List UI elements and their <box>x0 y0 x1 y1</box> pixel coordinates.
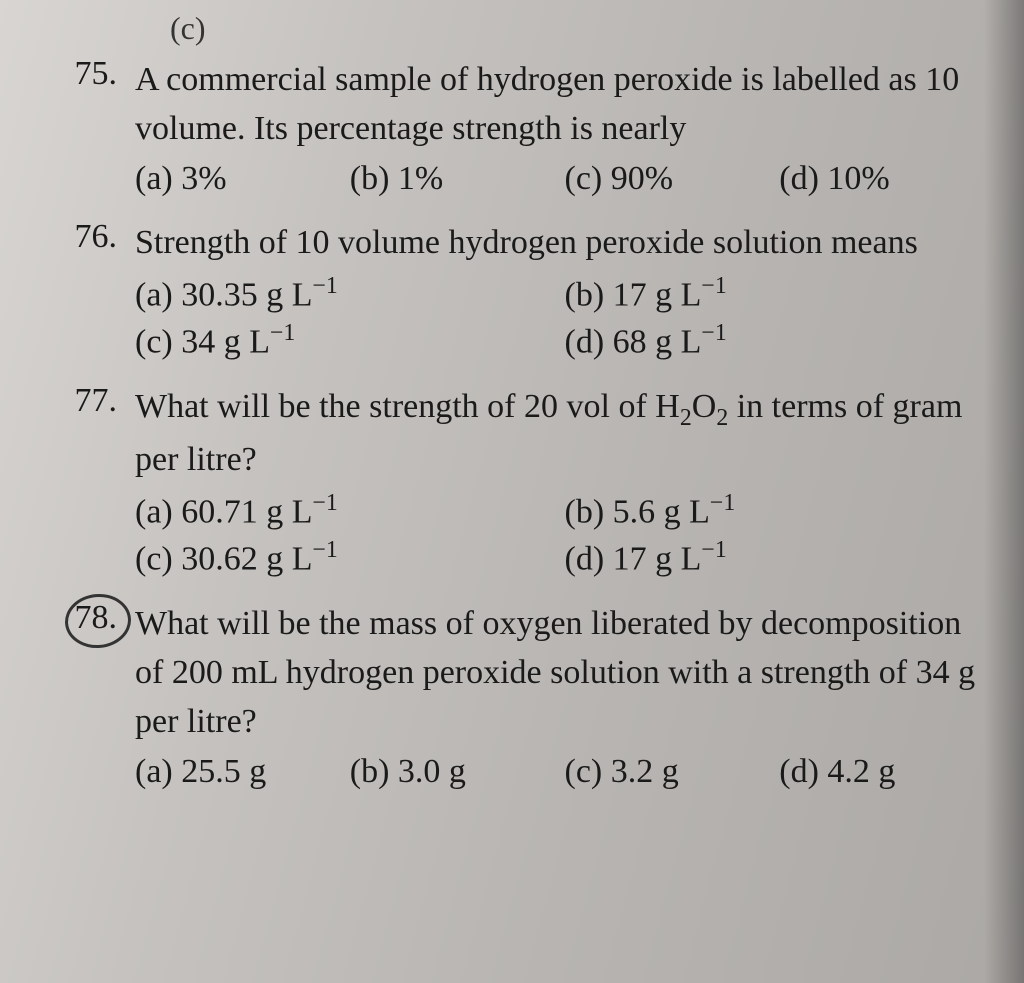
question-number: 78. <box>60 599 135 637</box>
option: (b) 1% <box>350 160 565 198</box>
option: (b) 5.6 g L−1 <box>565 490 995 531</box>
option: (a) 25.5 g <box>135 753 350 791</box>
option: (d) 17 g L−1 <box>565 537 995 578</box>
option: (b) 3.0 g <box>350 753 565 791</box>
option: (c) 34 g L−1 <box>135 320 565 361</box>
question-block: 78. What will be the mass of oxygen liber… <box>60 599 994 791</box>
options-row: (a) 25.5 g(b) 3.0 g(c) 3.2 g(d) 4.2 g <box>135 753 994 791</box>
question-text: A commercial sample of hydrogen peroxide… <box>135 55 994 154</box>
options-row: (a) 3%(b) 1%(c) 90%(d) 10% <box>135 160 994 198</box>
option: (d) 68 g L−1 <box>565 320 995 361</box>
options-row: (c) 34 g L−1(d) 68 g L−1 <box>135 320 994 361</box>
options-row: (c) 30.62 g L−1(d) 17 g L−1 <box>135 537 994 578</box>
option: (b) 17 g L−1 <box>565 273 995 314</box>
question-number: 77. <box>60 382 135 420</box>
question-row: 76.Strength of 10 volume hydrogen peroxi… <box>60 218 994 267</box>
options-row: (a) 60.71 g L−1(b) 5.6 g L−1 <box>135 490 994 531</box>
question-text: What will be the strength of 20 vol of H… <box>135 382 994 485</box>
questions-container: 75.A commercial sample of hydrogen perox… <box>60 55 994 791</box>
question-number: 76. <box>60 218 135 256</box>
option: (a) 3% <box>135 160 350 198</box>
option: (d) 4.2 g <box>779 753 994 791</box>
question-text: What will be the mass of oxygen liberate… <box>135 599 994 747</box>
partial-previous-line: (c) <box>170 10 994 47</box>
question-text: Strength of 10 volume hydrogen peroxide … <box>135 218 994 267</box>
question-number: 75. <box>60 55 135 93</box>
question-row: 78. What will be the mass of oxygen liber… <box>60 599 994 747</box>
option: (a) 60.71 g L−1 <box>135 490 565 531</box>
option: (c) 30.62 g L−1 <box>135 537 565 578</box>
question-block: 76.Strength of 10 volume hydrogen peroxi… <box>60 218 994 362</box>
option: (c) 90% <box>565 160 780 198</box>
question-row: 75.A commercial sample of hydrogen perox… <box>60 55 994 154</box>
option: (a) 30.35 g L−1 <box>135 273 565 314</box>
question-block: 77.What will be the strength of 20 vol o… <box>60 382 994 579</box>
question-block: 75.A commercial sample of hydrogen perox… <box>60 55 994 198</box>
option: (d) 10% <box>779 160 994 198</box>
question-row: 77.What will be the strength of 20 vol o… <box>60 382 994 485</box>
question-number-circled: 78. <box>75 599 118 637</box>
options-row: (a) 30.35 g L−1(b) 17 g L−1 <box>135 273 994 314</box>
option: (c) 3.2 g <box>565 753 780 791</box>
